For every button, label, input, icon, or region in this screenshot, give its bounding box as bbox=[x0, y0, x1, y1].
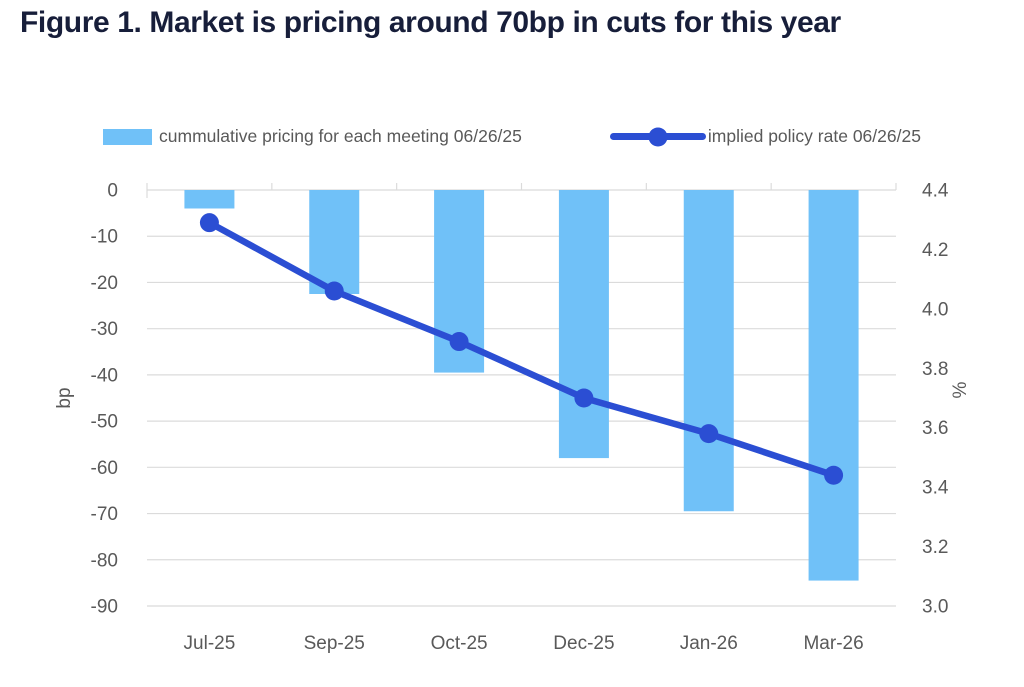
x-axis-category-label: Jul-25 bbox=[184, 633, 236, 654]
line-series bbox=[206, 219, 837, 479]
right-axis-tick-label: 3.0 bbox=[922, 597, 948, 618]
x-axis-category-label: Dec-25 bbox=[553, 633, 614, 654]
bar-jan-26 bbox=[683, 190, 734, 512]
left-axis-tick-label: 0 bbox=[107, 181, 118, 202]
line-marker-dec-25 bbox=[574, 388, 594, 408]
right-axis-tick-label: 4.4 bbox=[922, 181, 949, 202]
legend-item-line: implied policy rate 06/26/25 bbox=[609, 126, 921, 147]
legend-item-bars: cummulative pricing for each meeting 06/… bbox=[103, 126, 522, 147]
bar-dec-25 bbox=[558, 190, 609, 459]
legend-line-label: implied policy rate 06/26/25 bbox=[707, 126, 921, 146]
right-axis-tick-label: 3.8 bbox=[922, 359, 948, 380]
figure-title: Figure 1. Market is pricing around 70bp … bbox=[20, 6, 841, 39]
x-axis-category-label: Jan-26 bbox=[680, 633, 738, 654]
x-axis-category-label: Sep-25 bbox=[304, 633, 365, 654]
left-axis-tick-label: -60 bbox=[91, 458, 118, 479]
line-dot-icon bbox=[648, 127, 668, 146]
left-axis-tick-label: -70 bbox=[91, 504, 118, 525]
x-axis-category-label: Oct-25 bbox=[431, 633, 488, 654]
line-marker-jul-25 bbox=[199, 213, 219, 233]
left-axis-title: bp bbox=[54, 387, 75, 408]
bar-mar-26 bbox=[808, 190, 859, 581]
right-axis-tick-label: 4.2 bbox=[922, 240, 948, 261]
right-axis-tick-label: 3.4 bbox=[922, 478, 949, 499]
legend-bars-label: cummulative pricing for each meeting 06/… bbox=[159, 126, 522, 146]
left-axis-tick-label: -80 bbox=[91, 550, 118, 571]
left-axis-tick-label: -40 bbox=[91, 365, 118, 386]
line-marker-mar-26 bbox=[824, 465, 844, 485]
left-axis-tick-label: -90 bbox=[91, 597, 118, 618]
left-axis-tick-label: -10 bbox=[91, 227, 118, 248]
left-axis-tick-label: -20 bbox=[91, 273, 118, 294]
line-marker-oct-25 bbox=[449, 332, 469, 352]
right-axis-title: % bbox=[950, 381, 971, 398]
chart-legend: cummulative pricing for each meeting 06/… bbox=[0, 126, 1024, 147]
line-marker-sep-25 bbox=[324, 281, 344, 301]
bar-sep-25 bbox=[309, 190, 360, 294]
right-axis-tick-label: 3.6 bbox=[922, 418, 948, 439]
left-axis-tick-label: -30 bbox=[91, 319, 118, 340]
x-axis-category-label: Mar-26 bbox=[803, 633, 863, 654]
bar-jul-25 bbox=[184, 190, 235, 209]
line-marker-jan-26 bbox=[699, 424, 719, 444]
right-axis-tick-label: 4.0 bbox=[922, 299, 948, 320]
right-axis-tick-label: 3.2 bbox=[922, 537, 948, 558]
bar-series-swatch-icon bbox=[103, 128, 153, 145]
line-marker-swatch-icon bbox=[609, 127, 706, 146]
left-axis-tick-label: -50 bbox=[91, 412, 118, 433]
